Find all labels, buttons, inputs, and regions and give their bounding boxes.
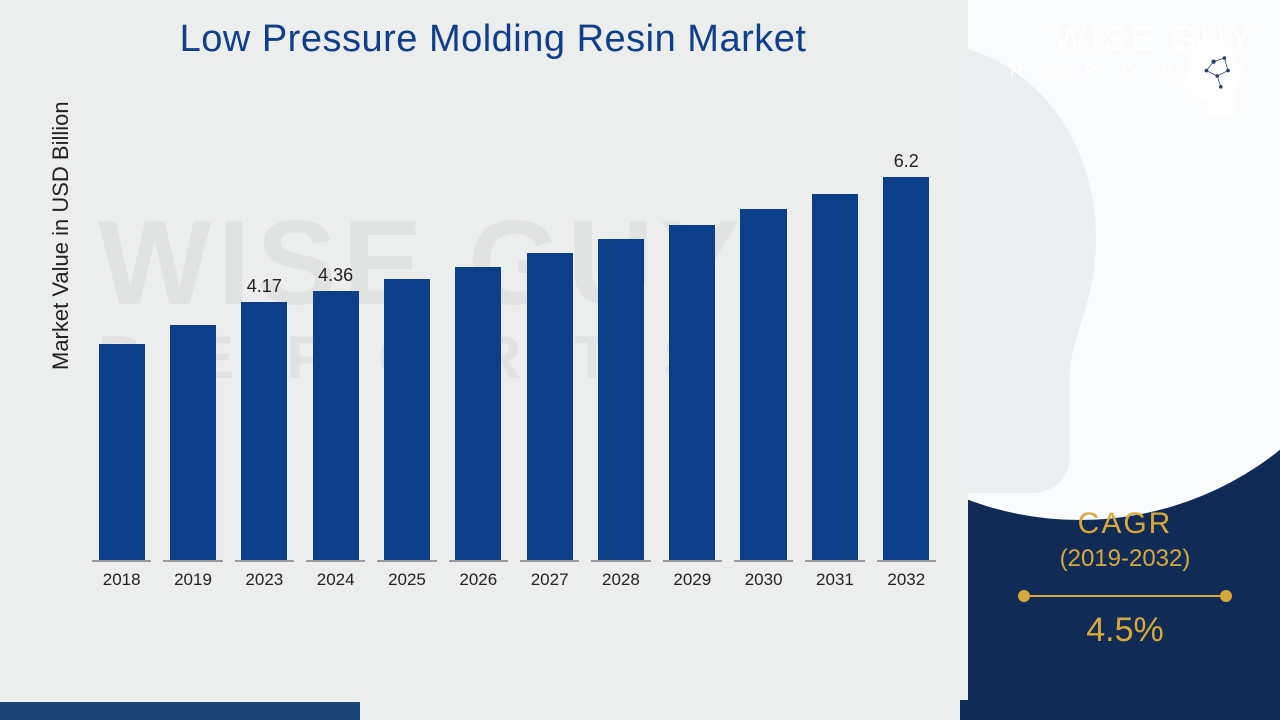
bar-slot [805,140,864,560]
cagr-label: CAGR [1000,507,1250,541]
page-root: WISE GUY R E P O R T S Low Pressure Mold… [0,0,1280,720]
cagr-divider [1020,595,1230,597]
bar [740,209,786,560]
x-axis: 2018 2019 2023 2024 2025 2026 2027 2028 2029 2030… [92,560,936,600]
bar [812,194,858,560]
bottom-accent-bar [0,702,360,720]
brand-logo: WISE GUY R E P O R T S [1010,20,1256,82]
x-tick: 2028 [591,560,650,600]
cagr-value: 4.5% [1000,611,1250,650]
bar-slot [520,140,579,560]
x-tick: 2030 [734,560,793,600]
y-axis-label: Market Value in USD Billion [48,101,74,370]
x-tick: 2018 [92,560,151,600]
x-tick: 2029 [663,560,722,600]
bar [883,177,929,560]
bar [241,302,287,560]
bar [598,239,644,560]
bars-container: 4.17 4.36 6.2 [92,140,936,560]
bar-slot: 4.36 [306,140,365,560]
bar [170,325,216,560]
bar [669,225,715,560]
bar [313,291,359,560]
bar-value-label: 6.2 [894,151,919,171]
x-tick: 2031 [805,560,864,600]
x-tick: 2025 [377,560,436,600]
x-tick: 2027 [520,560,579,600]
bar-slot [377,140,436,560]
bar-slot [449,140,508,560]
x-tick: 2026 [449,560,508,600]
x-tick: 2023 [235,560,294,600]
cagr-period: (2019-2032) [1000,545,1250,573]
bar-slot: 4.17 [235,140,294,560]
bar-slot [591,140,650,560]
bar [384,279,430,560]
cagr-block: CAGR (2019-2032) 4.5% [1000,507,1250,650]
chart-panel: WISE GUY R E P O R T S Low Pressure Mold… [18,0,968,700]
plot-area: 4.17 4.36 6.2 2018 2019 2023 2024 2025 2026 2027… [92,120,936,600]
x-tick: 2019 [163,560,222,600]
bar-slot [92,140,151,560]
bar [99,344,145,560]
bar-slot [734,140,793,560]
x-tick: 2024 [306,560,365,600]
bar-value-label: 4.36 [318,265,353,285]
bar-value-label: 4.17 [247,276,282,296]
bar-slot: 6.2 [877,140,936,560]
x-tick: 2032 [877,560,936,600]
bar-slot [163,140,222,560]
bar-slot [663,140,722,560]
logo-head-icon [1174,32,1246,120]
bar [527,253,573,560]
chart-title: Low Pressure Molding Resin Market [18,18,968,61]
bar [455,267,501,560]
